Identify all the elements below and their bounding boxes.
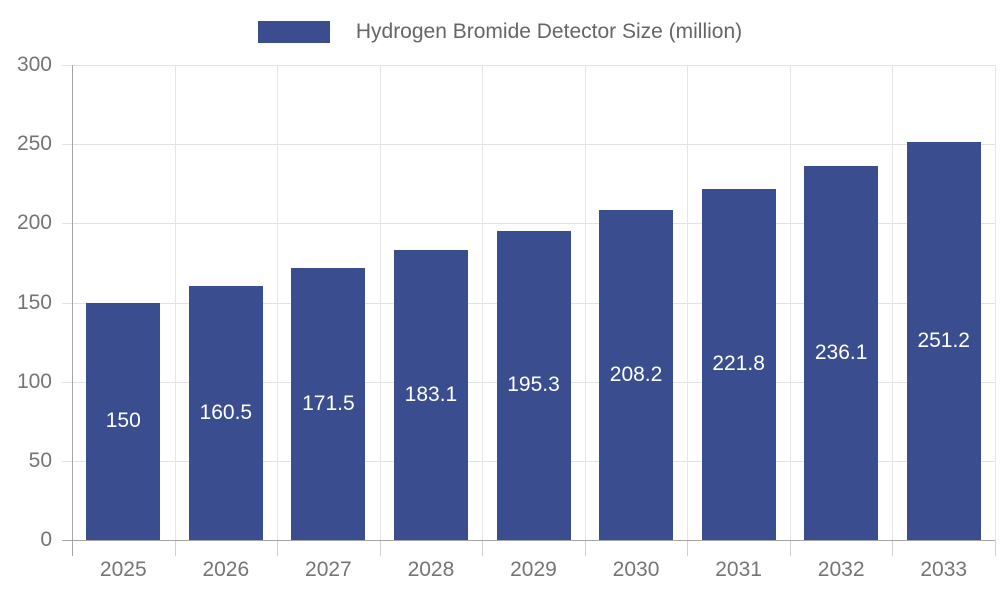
x-tick-label: 2029 (510, 558, 557, 581)
x-axis-tick (482, 540, 484, 556)
v-gridline (277, 65, 279, 540)
bar-value-label: 150 (105, 409, 141, 433)
x-tick-label: 2028 (407, 558, 455, 581)
bar-value-label: 251.2 (917, 329, 970, 353)
y-tick-label: 250 (16, 132, 52, 156)
x-tick-label: 2030 (612, 558, 660, 581)
x-axis-tick (277, 540, 279, 556)
v-gridline (892, 65, 894, 540)
bar-value-label: 183.1 (404, 383, 458, 407)
x-tick-label: 2027 (305, 558, 352, 581)
x-axis-line (62, 540, 995, 541)
v-gridline (174, 65, 176, 540)
x-axis-tick (995, 540, 996, 556)
y-tick-label: 100 (16, 369, 52, 393)
bar-value-label: 208.2 (609, 363, 663, 387)
x-axis-tick (584, 540, 586, 556)
y-tick-label: 50 (28, 448, 52, 472)
v-gridline (995, 65, 996, 540)
bar (393, 250, 468, 540)
v-gridline (687, 65, 689, 540)
bar (86, 302, 161, 540)
bar-value-label: 236.1 (814, 341, 868, 365)
h-gridline (62, 223, 995, 225)
bar (599, 210, 674, 540)
bar-value-label: 221.8 (712, 352, 765, 376)
x-axis-tick (789, 540, 791, 556)
bar (906, 142, 981, 540)
x-tick-label: 2025 (99, 558, 147, 581)
y-tick-label: 150 (16, 290, 52, 314)
h-gridline (62, 144, 995, 146)
legend-swatch (257, 21, 330, 43)
v-gridline (584, 65, 586, 540)
bar-value-label: 195.3 (507, 373, 560, 397)
bar (701, 188, 776, 540)
y-tick-label: 200 (16, 211, 52, 235)
bar (804, 166, 879, 540)
x-tick-label: 2032 (817, 558, 865, 581)
v-gridline (789, 65, 791, 540)
h-gridline (62, 65, 995, 66)
y-tick-label: 0 (40, 528, 52, 551)
x-tick-label: 2026 (202, 558, 250, 581)
x-axis-tick (687, 540, 689, 556)
x-tick-label: 2031 (715, 558, 762, 581)
x-tick-label: 2033 (920, 558, 968, 581)
bar-value-label: 171.5 (302, 392, 355, 416)
v-gridline (482, 65, 484, 540)
bar-value-label: 160.5 (199, 400, 253, 424)
legend-label: Hydrogen Bromide Detector Size (million) (355, 20, 743, 43)
y-tick-label: 300 (16, 53, 52, 76)
legend-item[interactable]: Hydrogen Bromide Detector Size (million) (0, 20, 1000, 44)
bar (291, 268, 366, 540)
x-axis-tick (174, 540, 176, 556)
bar (496, 230, 571, 540)
y-axis-line (72, 65, 73, 556)
x-axis-tick (892, 540, 894, 556)
x-axis-tick (379, 540, 381, 556)
v-gridline (379, 65, 381, 540)
bar (188, 285, 263, 540)
